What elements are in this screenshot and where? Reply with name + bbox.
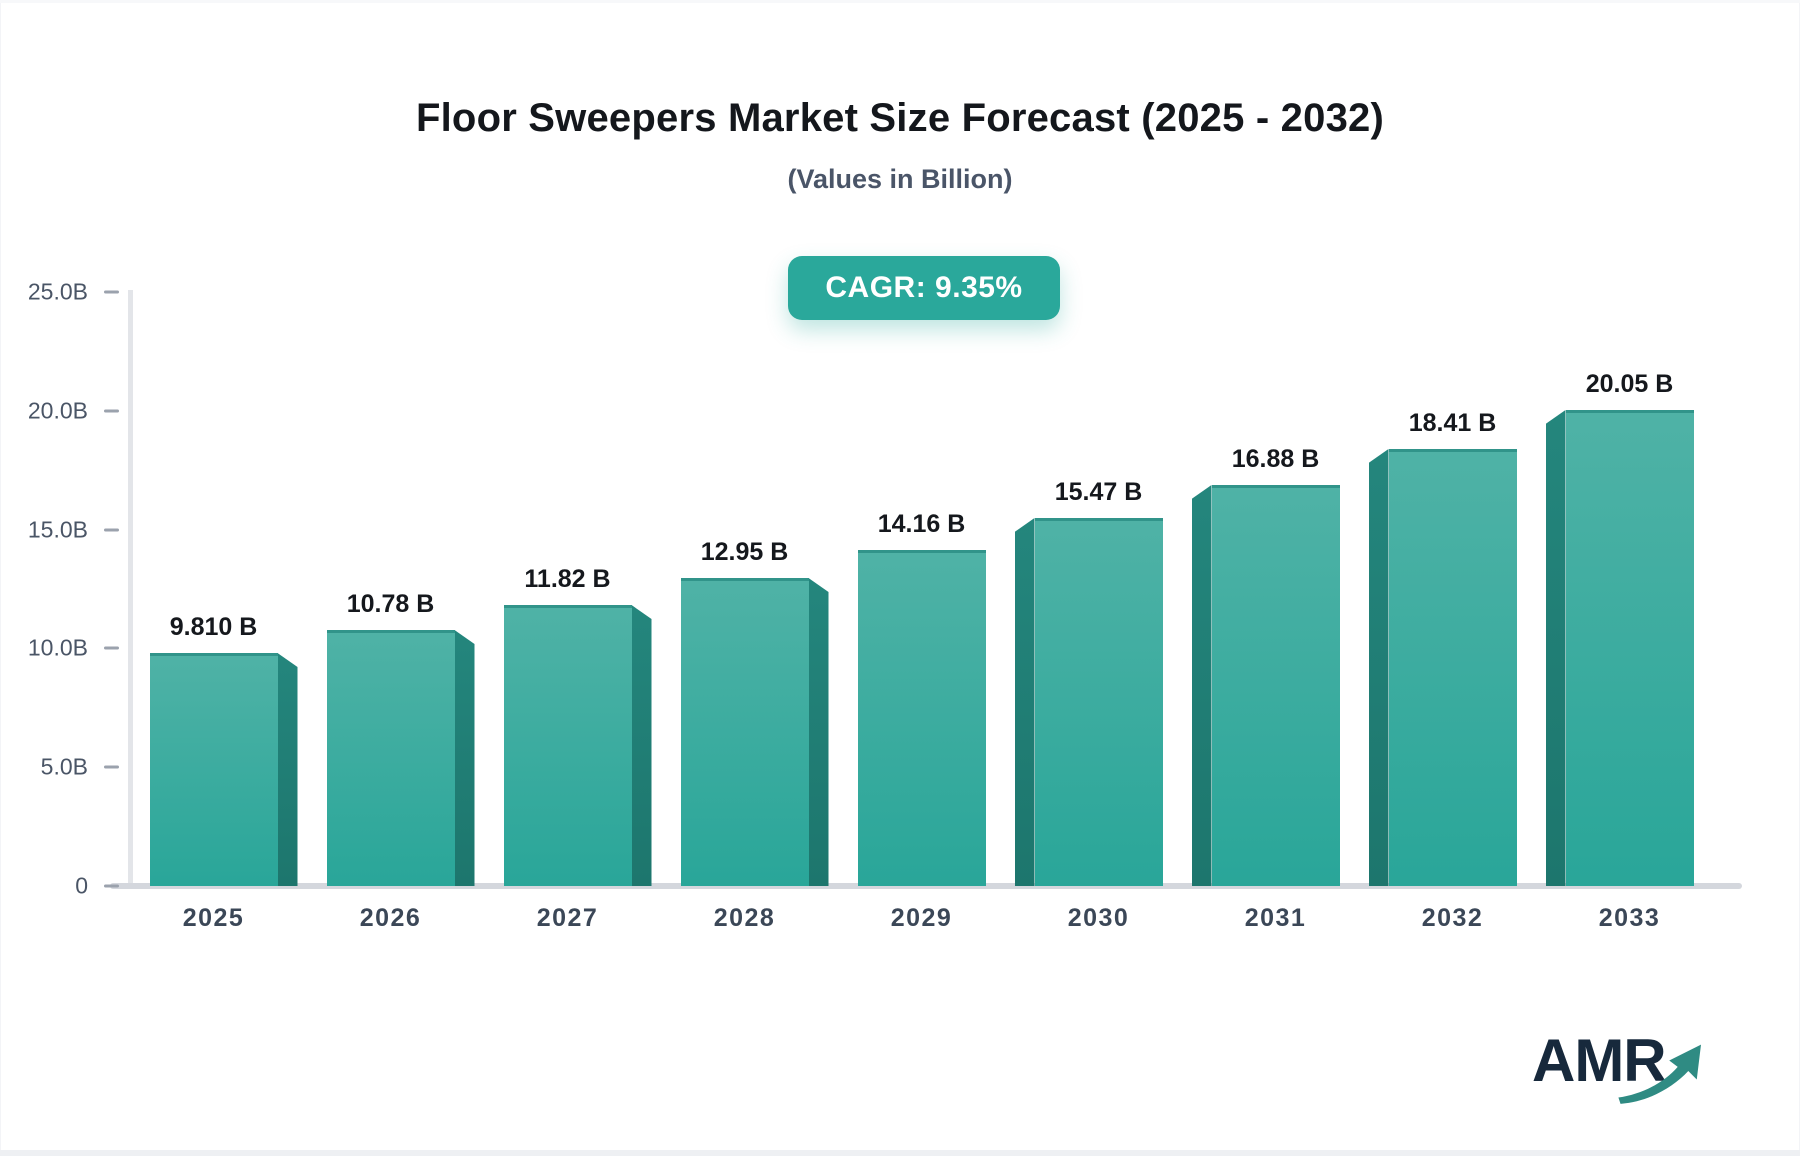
x-axis-label: 2030: [1067, 904, 1130, 932]
bar-value-label: 18.41 B: [1408, 409, 1497, 437]
bar-side-face: [631, 605, 652, 886]
top-edge-strip: [0, 0, 1800, 3]
amr-logo: AMR: [1532, 1030, 1722, 1110]
y-axis-tick-mark: [104, 765, 119, 769]
bar-side-face: [1191, 485, 1212, 886]
y-axis-tick-mark: [104, 290, 119, 294]
y-axis-tick-label: 15.0B: [27, 516, 88, 543]
x-axis-baseline: [110, 883, 1742, 889]
y-axis-tick-label: 20.0B: [27, 397, 88, 424]
x-axis-label: 2025: [182, 904, 245, 932]
bar-value-label: 14.16 B: [877, 510, 966, 538]
bar-side-face: [808, 578, 829, 886]
bar-2029: [857, 550, 986, 886]
bar-value-label: 9.810 B: [169, 613, 258, 641]
bar-side-face: [1545, 410, 1566, 886]
bar-2032: [1388, 449, 1517, 886]
bar-value-label: 16.88 B: [1231, 445, 1320, 473]
chart-title: Floor Sweepers Market Size Forecast (202…: [415, 96, 1384, 140]
bar-2031: [1211, 485, 1340, 886]
bar-value-label: 12.95 B: [700, 538, 789, 566]
x-axis-label: 2027: [536, 904, 599, 932]
y-axis-tick-mark: [104, 884, 119, 888]
bar-value-label: 10.78 B: [346, 590, 435, 618]
bar-side-face: [277, 653, 298, 886]
bar-value-label: 20.05 B: [1585, 370, 1674, 398]
chart-subtitle: (Values in Billion): [787, 164, 1013, 194]
x-axis-label: 2029: [890, 904, 953, 932]
bar-side-face: [454, 630, 475, 886]
y-axis-tick-label: 0: [75, 872, 88, 899]
cagr-badge: CAGR: 9.35%: [788, 256, 1060, 320]
y-axis-tick-label: 5.0B: [40, 753, 88, 780]
x-axis-label: 2033: [1598, 904, 1661, 932]
x-axis-label: 2026: [359, 904, 422, 932]
growth-arrow-icon: [1618, 1044, 1701, 1104]
bar-2025: [149, 653, 278, 886]
y-axis-tick-mark: [104, 409, 119, 413]
y-axis-tick-label: 25.0B: [27, 278, 88, 305]
bar-2027: [503, 605, 632, 886]
bar-2033: [1565, 410, 1694, 886]
amr-logo-text: AMR: [1532, 1027, 1667, 1094]
bar-side-face: [1014, 518, 1035, 886]
x-axis-label: 2028: [713, 904, 776, 932]
bottom-edge-strip: [0, 1150, 1800, 1156]
bar-side-face: [1368, 449, 1389, 886]
x-axis-label: 2032: [1421, 904, 1484, 932]
y-axis-tick-mark: [104, 528, 119, 532]
y-axis-tick-label: 10.0B: [27, 634, 88, 661]
y-axis-line: [128, 290, 133, 886]
bar-2028: [680, 578, 809, 886]
bar-2030: [1034, 518, 1163, 886]
bar-value-label: 11.82 B: [524, 565, 611, 593]
bar-2026: [326, 630, 455, 886]
x-axis-label: 2031: [1244, 904, 1307, 932]
y-axis-tick-mark: [104, 646, 119, 650]
bar-value-label: 15.47 B: [1054, 478, 1143, 506]
